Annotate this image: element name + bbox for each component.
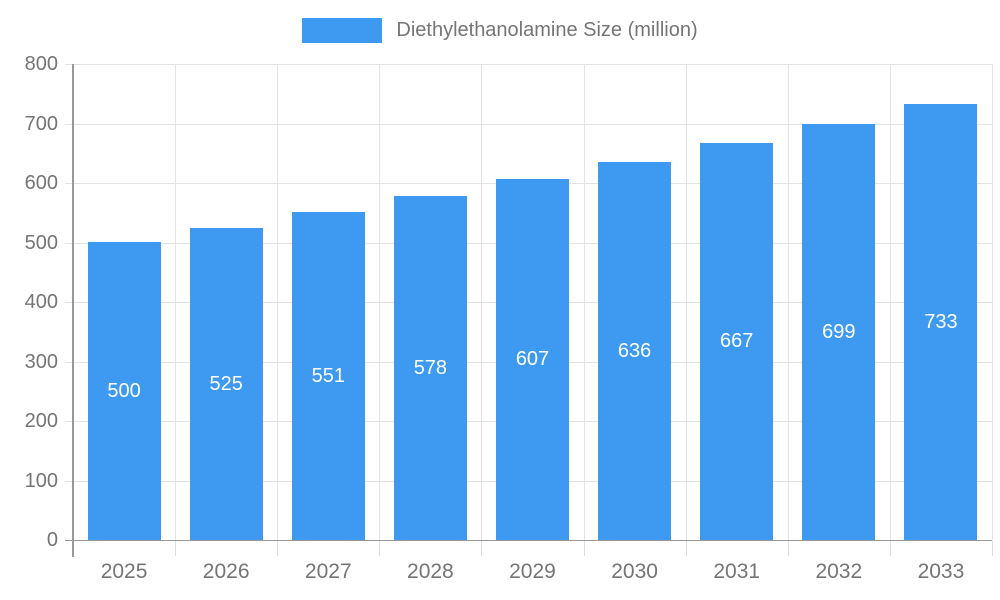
bar: 733 — [904, 104, 978, 540]
bar-value-label: 733 — [924, 310, 958, 333]
plot-area: 0 100 200 300 400 500 600 700 800 500 2025 525 2026 5… — [25, 53, 993, 583]
x-axis-category-label: 2028 — [407, 560, 454, 583]
gridline-vertical — [788, 64, 789, 540]
y-axis-tick-label: 100 — [24, 469, 58, 492]
y-axis-tick-label: 800 — [24, 53, 58, 75]
bar-value-label: 699 — [822, 320, 856, 343]
y-axis-tick-label: 700 — [24, 112, 58, 135]
bar-value-label: 551 — [311, 364, 345, 387]
y-axis-tick-label: 0 — [46, 529, 58, 551]
x-axis-category-label: 2026 — [202, 560, 250, 583]
gridline-horizontal — [65, 64, 992, 65]
x-axis-tick — [686, 541, 687, 556]
y-axis-line — [72, 64, 74, 557]
x-axis-tick — [992, 541, 993, 556]
gridline-horizontal — [65, 123, 992, 125]
bar: 578 — [393, 196, 467, 540]
gridline-vertical — [992, 64, 993, 540]
bar-value-label: 525 — [209, 372, 243, 395]
x-axis-tick — [379, 541, 380, 556]
bar: 500 — [87, 242, 161, 540]
bar-value-label: 636 — [617, 339, 652, 362]
bar: 525 — [189, 228, 263, 540]
bar-value-label: 667 — [720, 330, 754, 352]
x-axis-category-label: 2025 — [100, 560, 148, 583]
y-axis-tick-label: 300 — [24, 350, 58, 373]
legend[interactable]: Diethylethanolamine Size (million) — [0, 18, 1000, 43]
bar-value-label: 500 — [107, 379, 141, 402]
x-axis-category-label: 2029 — [509, 560, 556, 583]
x-axis-tick — [481, 541, 482, 556]
bar: 667 — [700, 143, 774, 540]
y-axis-tick-label: 500 — [24, 231, 58, 254]
y-axis-tick-label: 600 — [24, 172, 58, 194]
bar: 551 — [291, 212, 365, 540]
x-axis-tick — [175, 541, 176, 556]
x-axis-tick — [890, 541, 891, 556]
gridline-vertical — [686, 64, 687, 540]
gridline-vertical — [890, 64, 891, 540]
x-axis-category-label: 2033 — [917, 560, 965, 583]
gridline-horizontal — [65, 540, 992, 541]
gridline-vertical — [379, 64, 380, 540]
bar: 636 — [598, 162, 672, 540]
bar: 607 — [496, 179, 569, 540]
x-axis-category-label: 2030 — [611, 560, 658, 583]
gridline-vertical — [584, 64, 585, 540]
x-axis-tick — [584, 541, 585, 556]
legend-swatch-icon — [302, 18, 383, 43]
x-axis-tick — [277, 541, 278, 556]
bar: 699 — [802, 124, 876, 540]
legend-label: Diethylethanolamine Size (million) — [396, 19, 698, 41]
gridline-vertical — [175, 64, 176, 540]
x-axis-category-label: 2031 — [713, 560, 761, 583]
y-axis-tick-label: 400 — [24, 291, 58, 313]
bar-value-label: 578 — [413, 356, 448, 379]
x-axis-tick — [788, 541, 789, 556]
gridline-vertical — [481, 64, 482, 540]
x-axis-category-label: 2027 — [304, 560, 352, 583]
gridline-vertical — [277, 64, 278, 540]
bar-value-label: 607 — [515, 348, 550, 370]
x-axis-category-label: 2032 — [815, 560, 863, 583]
y-axis-tick-label: 200 — [24, 410, 58, 432]
